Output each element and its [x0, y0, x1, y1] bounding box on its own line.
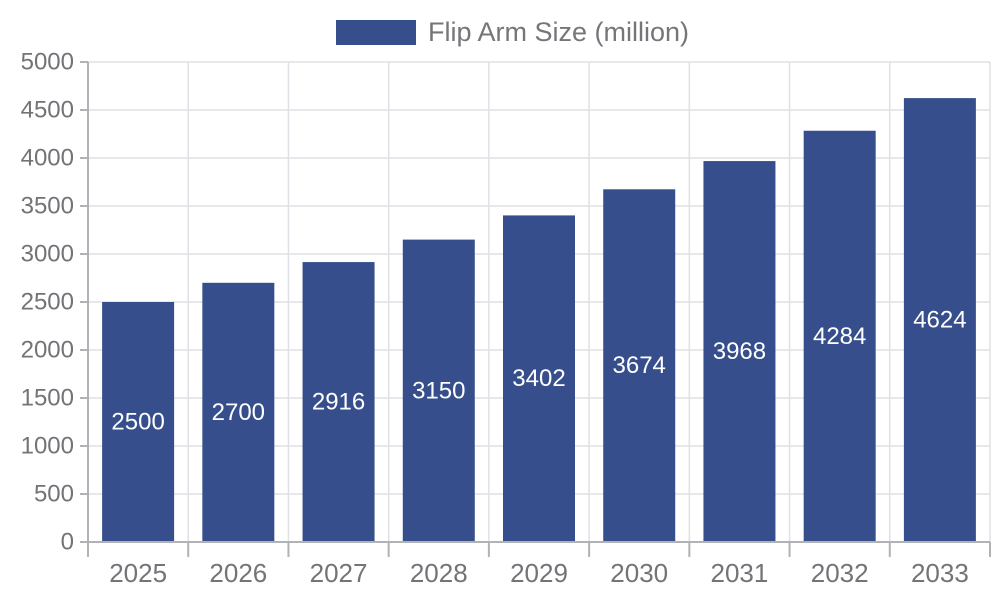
bar — [803, 130, 876, 542]
bar-value-label: 2916 — [312, 389, 365, 416]
bar-value-label: 3968 — [713, 338, 766, 365]
x-tick-label: 2028 — [410, 558, 468, 588]
bar — [703, 161, 776, 542]
bar-value-label: 4624 — [913, 307, 966, 334]
legend-swatch[interactable] — [336, 20, 416, 45]
y-tick-label: 0 — [61, 529, 74, 556]
y-tick-label: 3500 — [21, 193, 74, 220]
y-tick-label: 3000 — [21, 241, 74, 268]
bar-value-label: 4284 — [813, 323, 866, 350]
x-tick-label: 2031 — [711, 558, 769, 588]
bar-value-label: 3150 — [412, 377, 465, 404]
x-tick-label: 2027 — [310, 558, 368, 588]
x-tick-label: 2032 — [811, 558, 869, 588]
legend-label[interactable]: Flip Arm Size (million) — [428, 17, 690, 47]
x-tick-label: 2026 — [209, 558, 267, 588]
y-tick-label: 4000 — [21, 145, 74, 172]
y-tick-label: 500 — [34, 481, 74, 508]
x-tick-label: 2025 — [109, 558, 167, 588]
y-tick-label: 1000 — [21, 433, 74, 460]
x-tick-label: 2033 — [911, 558, 969, 588]
bar-value-label: 3674 — [613, 352, 666, 379]
y-tick-label: 1500 — [21, 385, 74, 412]
bar-value-label: 2700 — [212, 399, 265, 426]
bar — [202, 282, 275, 542]
y-tick-label: 2000 — [21, 337, 74, 364]
bar — [503, 215, 575, 542]
y-tick-label: 5000 — [21, 49, 74, 76]
bar — [402, 239, 475, 542]
x-tick-label: 2030 — [610, 558, 668, 588]
y-tick-label: 2500 — [21, 289, 74, 316]
bar — [603, 189, 676, 542]
x-tick-label: 2029 — [510, 558, 568, 588]
bar — [102, 302, 175, 542]
bar-value-label: 2500 — [111, 409, 164, 436]
bar-value-label: 3402 — [512, 365, 565, 392]
y-tick-label: 4500 — [21, 97, 74, 124]
legend[interactable]: Flip Arm Size (million) — [336, 17, 689, 48]
bar — [903, 98, 976, 542]
bar — [302, 262, 375, 542]
